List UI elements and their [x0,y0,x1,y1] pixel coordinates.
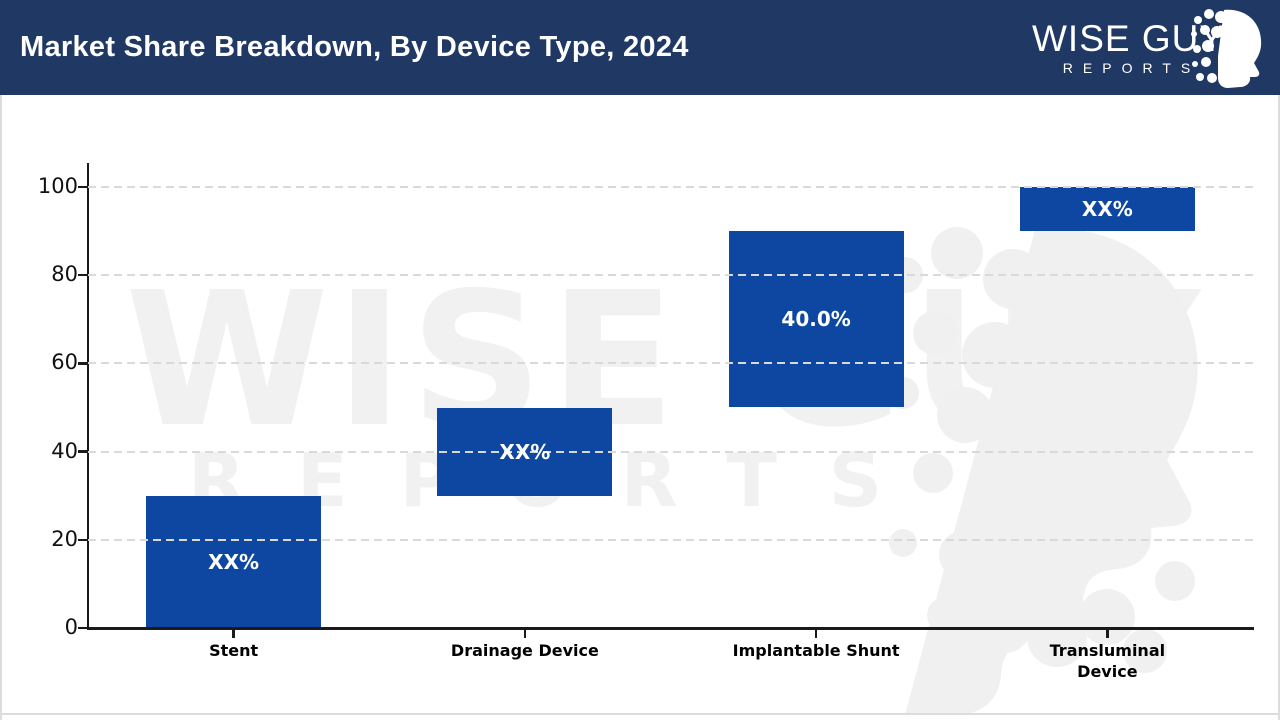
bar-transluminal-device [1019,187,1195,232]
y-tick-60 [78,362,88,365]
wise-guy-reports-logo: WISE GUY REPORTS [1004,6,1266,90]
x-tick-1 [523,629,527,638]
x-category-label: Drainage Device [450,641,599,660]
x-tick-2 [814,629,818,638]
gridline-20 [88,538,1253,541]
y-tick-0 [78,626,88,630]
x-category-label: Implantable Shunt [732,641,900,660]
left-border [0,95,2,720]
gridline-100 [88,186,1253,188]
x-category-label: Transluminal Device [1049,641,1166,681]
x-category-label: Stent [209,641,259,660]
x-tick-0 [232,629,235,638]
y-tick-label-0: 0 [64,615,78,639]
y-tick-100 [78,185,88,189]
y-tick-label-20: 20 [51,526,78,551]
bar-stent [146,495,322,628]
gridline-80 [88,274,1253,277]
logo-subtitle: REPORTS [1062,60,1201,76]
bar-value-label: 40.0% [781,307,851,332]
y-tick-label-60: 60 [51,350,78,375]
watermark-dotted-head [887,227,1198,715]
y-tick-label-80: 80 [51,262,78,287]
y-tick-40 [78,450,88,453]
page-title: Market Share Breakdown, By Device Type, … [20,31,689,63]
logo-text: WISE GUY REPORTS [1032,18,1226,77]
y-tick-20 [78,538,88,542]
header-bar: Market Share Breakdown, By Device Type, … [0,0,1280,95]
gridline-60 [88,362,1253,365]
gridline-40 [88,450,1253,453]
y-tick-label-100: 100 [37,174,78,198]
logo-wordmark: WISE GUY [1032,18,1226,59]
bar-implantable-shunt [728,231,904,408]
bar-value-label: XX% [499,439,551,464]
x-tick-3 [1106,629,1109,638]
bar-value-label: XX% [1081,197,1133,222]
y-axis-spine [86,163,89,629]
y-tick-80 [78,273,88,277]
right-border [1278,95,1280,720]
dotted-head-icon [1191,9,1262,88]
bottom-divider [0,713,1280,715]
y-tick-label-40: 40 [51,438,78,463]
x-axis-spine [86,627,1254,630]
bar-value-label: XX% [208,549,260,574]
